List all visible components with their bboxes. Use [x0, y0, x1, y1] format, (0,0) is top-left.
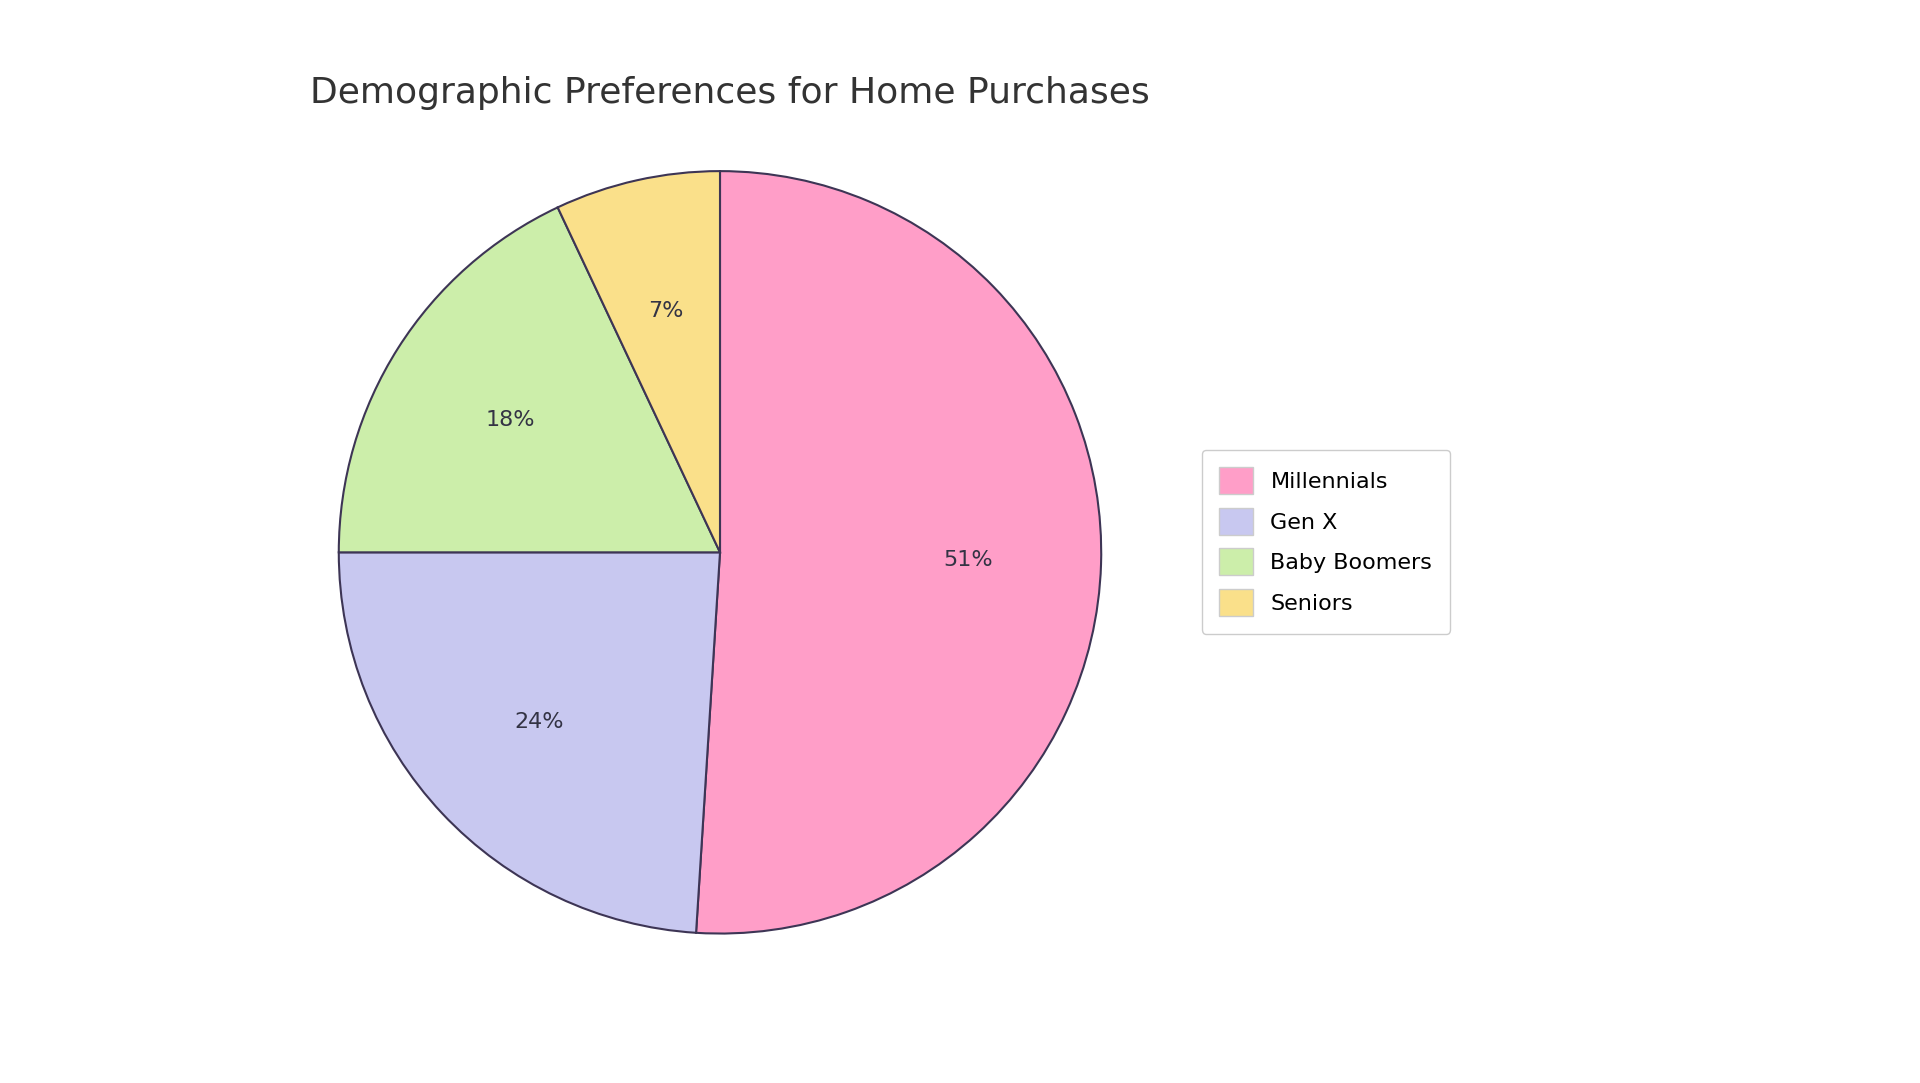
Text: 7%: 7% — [649, 300, 684, 321]
Text: 24%: 24% — [515, 712, 564, 732]
Wedge shape — [338, 552, 720, 932]
Wedge shape — [557, 171, 720, 552]
Wedge shape — [338, 208, 720, 552]
Text: Demographic Preferences for Home Purchases: Demographic Preferences for Home Purchas… — [309, 76, 1150, 109]
Legend: Millennials, Gen X, Baby Boomers, Seniors: Millennials, Gen X, Baby Boomers, Senior… — [1202, 449, 1450, 634]
Text: 18%: 18% — [486, 409, 536, 430]
Text: 51%: 51% — [943, 550, 993, 570]
Wedge shape — [697, 171, 1102, 934]
